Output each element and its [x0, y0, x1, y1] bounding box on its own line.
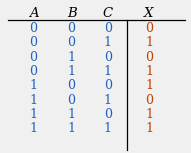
Text: 1: 1 — [145, 65, 153, 78]
Text: B: B — [67, 7, 77, 19]
Text: 0: 0 — [29, 22, 37, 35]
Text: 1: 1 — [29, 108, 37, 121]
Text: 1: 1 — [29, 79, 37, 92]
Text: 1: 1 — [68, 51, 76, 63]
Text: 0: 0 — [68, 22, 76, 35]
Text: A: A — [29, 7, 38, 19]
Text: 1: 1 — [68, 123, 76, 135]
Text: 0: 0 — [145, 94, 153, 107]
Text: 0: 0 — [68, 94, 76, 107]
Text: 1: 1 — [68, 108, 76, 121]
Text: 0: 0 — [29, 36, 37, 49]
Text: 0: 0 — [29, 51, 37, 63]
Text: 0: 0 — [104, 108, 112, 121]
Text: 1: 1 — [68, 65, 76, 78]
Text: 1: 1 — [104, 65, 112, 78]
Text: 0: 0 — [104, 79, 112, 92]
Text: 1: 1 — [104, 36, 112, 49]
Text: 0: 0 — [104, 22, 112, 35]
Text: 0: 0 — [68, 36, 76, 49]
Text: 0: 0 — [145, 22, 153, 35]
Text: 1: 1 — [145, 108, 153, 121]
Text: C: C — [103, 7, 113, 19]
Text: X: X — [144, 7, 154, 19]
Text: 1: 1 — [29, 94, 37, 107]
Text: 1: 1 — [145, 36, 153, 49]
Text: 1: 1 — [104, 123, 112, 135]
Text: 1: 1 — [29, 123, 37, 135]
Text: 0: 0 — [29, 65, 37, 78]
Text: 0: 0 — [145, 51, 153, 63]
Text: 1: 1 — [104, 94, 112, 107]
Text: 0: 0 — [104, 51, 112, 63]
Text: 0: 0 — [68, 79, 76, 92]
Text: 1: 1 — [145, 123, 153, 135]
Text: 1: 1 — [145, 79, 153, 92]
